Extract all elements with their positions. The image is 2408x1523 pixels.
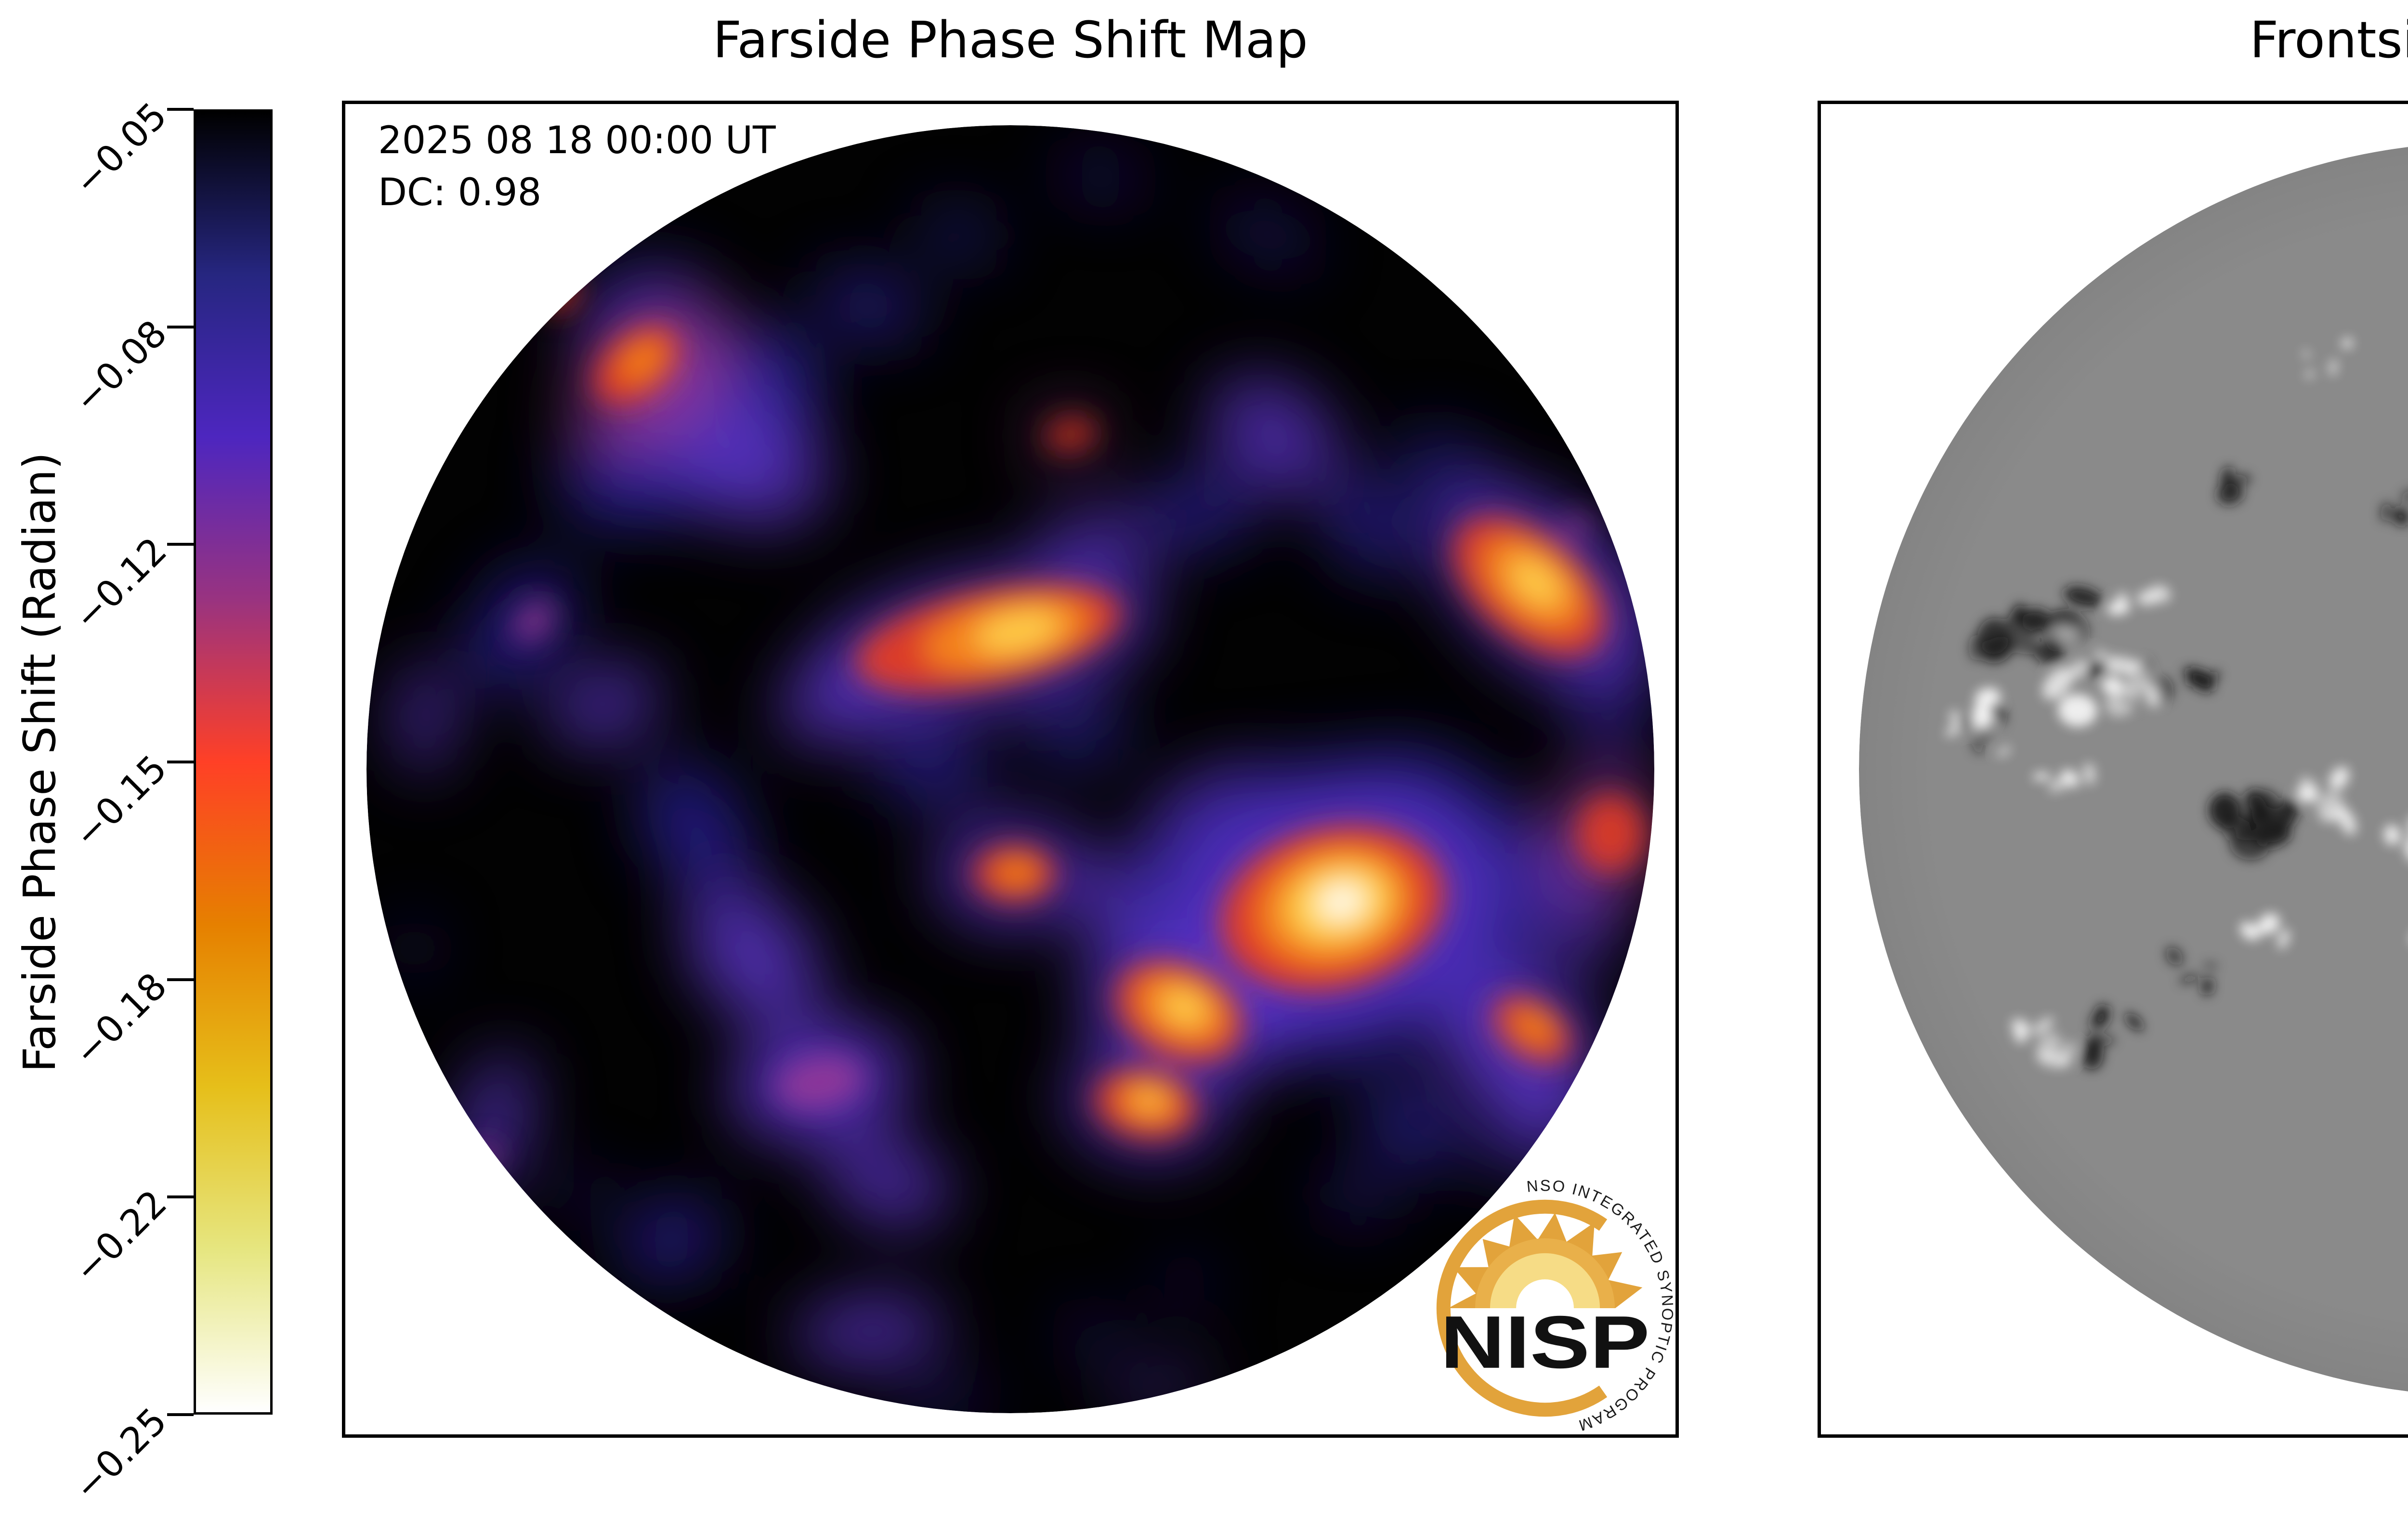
duty-cycle: DC: 0.98 [378, 171, 542, 214]
farside-phase-shift-disk [366, 125, 1654, 1413]
colorbar-tick-mark [167, 978, 194, 981]
colorbar-tick-label: −0.25 [65, 1399, 175, 1509]
colorbar-tick-mark [167, 761, 194, 763]
magnetogram-disk-image [1859, 142, 2408, 1396]
map-annotation: 2025 08 18 00:00 UT DC: 0.98 [378, 115, 776, 219]
map-date: 2025 08 18 00:00 UT [378, 119, 776, 162]
colorbar-tick-mark [167, 1413, 194, 1416]
colorbar-tick-mark [167, 1195, 194, 1199]
colorbar-axis-label-box: Farside Phase Shift (Radian) [9, 109, 71, 1415]
colorbar-tick-mark [167, 108, 194, 111]
colorbar-axis-label: Farside Phase Shift (Radian) [14, 452, 66, 1072]
farside-panel-title: Farside Phase Shift Map [713, 11, 1308, 69]
logo-ring-arc [1436, 1199, 1608, 1417]
farside-disk-image [366, 125, 1654, 1413]
frontside-panel-title: Frontside Mag Map [2250, 11, 2408, 69]
frontside-magnetogram-disk [1859, 142, 2408, 1396]
colorbar-tick-mark [167, 543, 194, 546]
colorbar-tick-mark [167, 325, 194, 328]
logo-sun-hole [1516, 1279, 1574, 1337]
colorbar-gradient [194, 109, 273, 1415]
logo-acronym: NISP [1440, 1300, 1650, 1384]
